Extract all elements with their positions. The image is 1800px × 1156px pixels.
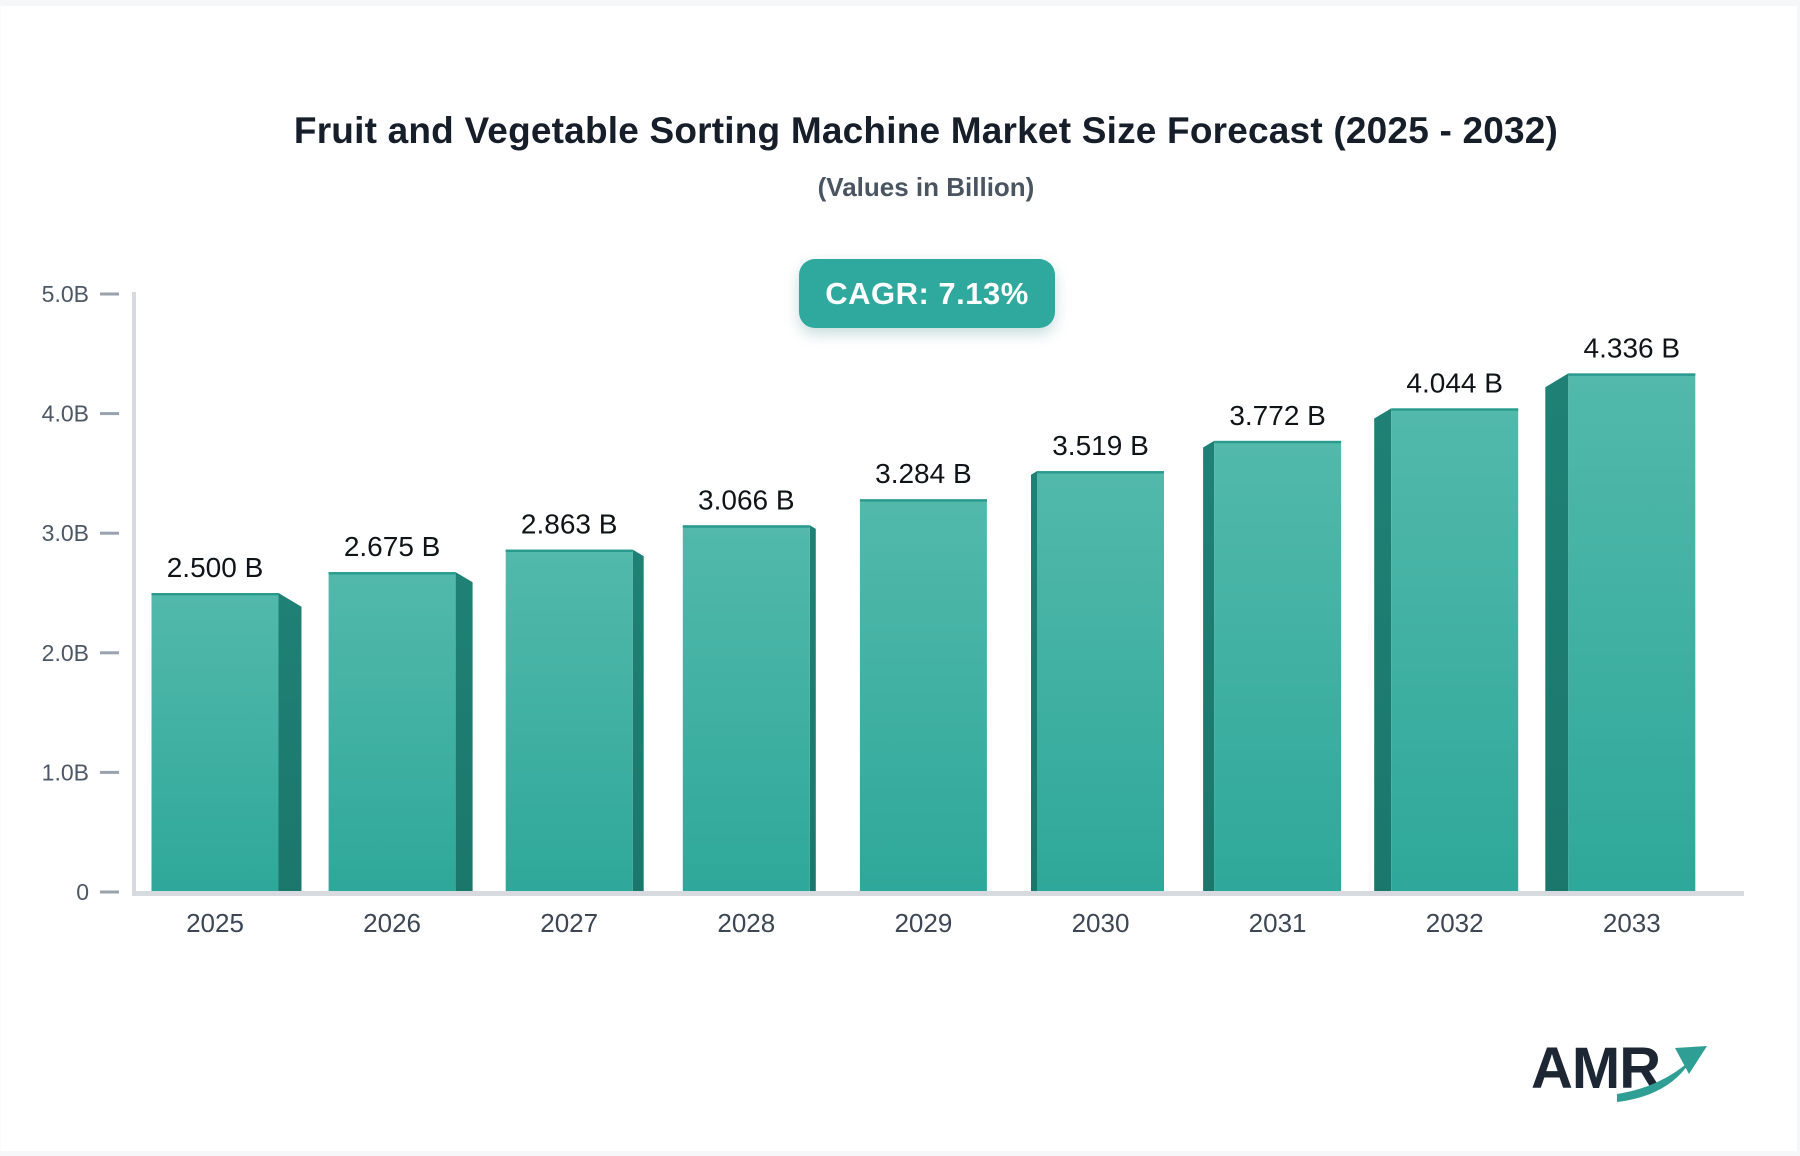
bar-value-label: 3.284 B bbox=[875, 458, 972, 489]
x-tick-label: 2029 bbox=[894, 908, 952, 938]
bar-front-face bbox=[682, 525, 810, 892]
x-tick-label: 2032 bbox=[1426, 908, 1484, 938]
x-tick-label: 2028 bbox=[717, 908, 775, 938]
y-tick-mark bbox=[100, 292, 119, 296]
y-tick-mark bbox=[100, 651, 119, 655]
bar-group-2027: 2.863 B 2027 bbox=[505, 509, 644, 938]
cagr-badge-label: CAGR: 7.13% bbox=[825, 275, 1029, 311]
bar-group-2026: 2.675 B 2026 bbox=[328, 531, 473, 938]
bar-chart: 2.500 B 2025 2.675 B 2026 2.863 B 2027 3.066 B… bbox=[42, 281, 1744, 938]
bar-value-label: 3.519 B bbox=[1052, 430, 1149, 461]
bar-value-label: 3.066 B bbox=[698, 484, 795, 515]
bar-side-face bbox=[1374, 408, 1392, 892]
bar-group-2032: 4.044 B 2032 bbox=[1374, 367, 1519, 938]
amr-logo-arrow-icon bbox=[1617, 1046, 1707, 1102]
chart-title: Fruit and Vegetable Sorting Machine Mark… bbox=[293, 110, 1559, 151]
bar-front-face bbox=[328, 572, 456, 892]
cagr-badge: CAGR: 7.13% bbox=[799, 259, 1055, 328]
x-tick-label: 2026 bbox=[363, 908, 421, 938]
y-tick-label: 4.0B bbox=[42, 401, 89, 427]
y-tick-label: 1.0B bbox=[42, 759, 89, 785]
bar-front-face bbox=[1214, 440, 1342, 892]
bar-side-face bbox=[1203, 440, 1215, 892]
x-axis-line bbox=[132, 891, 1744, 896]
amr-logo: AMR bbox=[1531, 1040, 1716, 1112]
bar-side-face bbox=[278, 593, 302, 892]
bar-side-face bbox=[632, 549, 644, 892]
y-tick-label: 2.0B bbox=[42, 640, 89, 666]
bar-value-label: 4.044 B bbox=[1406, 367, 1503, 398]
x-tick-label: 2033 bbox=[1603, 908, 1661, 938]
bar-value-label: 2.500 B bbox=[167, 552, 264, 583]
bar-group-2028: 3.066 B 2028 bbox=[682, 484, 816, 938]
bar-front-face bbox=[151, 593, 279, 892]
bar-value-label: 3.772 B bbox=[1229, 400, 1326, 431]
bar-value-label: 2.675 B bbox=[344, 531, 441, 562]
x-tick-label: 2031 bbox=[1249, 908, 1307, 938]
bar-front-face bbox=[1037, 471, 1164, 892]
bar-side-face bbox=[1545, 373, 1569, 892]
y-tick-label: 0 bbox=[76, 879, 89, 905]
y-axis-line bbox=[132, 292, 136, 895]
bar-front-face bbox=[859, 499, 987, 892]
x-tick-label: 2025 bbox=[186, 908, 244, 938]
y-tick-mark bbox=[100, 890, 119, 894]
bar-value-label: 2.863 B bbox=[521, 509, 618, 540]
bar-group-2030: 3.519 B 2030 bbox=[1031, 430, 1164, 938]
y-tick-label: 3.0B bbox=[42, 520, 89, 546]
x-tick-label: 2030 bbox=[1072, 908, 1130, 938]
bar-group-2025: 2.500 B 2025 bbox=[151, 552, 302, 938]
chart-subtitle: (Values in Billion) bbox=[817, 172, 1035, 202]
bar-front-face bbox=[1568, 373, 1696, 892]
bar-front-face bbox=[1391, 408, 1519, 892]
bar-group-2031: 3.772 B 2031 bbox=[1203, 400, 1342, 938]
bar-group-2029: 3.284 B 2029 bbox=[859, 458, 987, 938]
amr-logo-text: AMR bbox=[1531, 1036, 1661, 1101]
y-tick-label: 5.0B bbox=[42, 281, 89, 307]
x-tick-label: 2027 bbox=[540, 908, 598, 938]
bar-front-face bbox=[505, 549, 633, 892]
y-tick-mark bbox=[100, 531, 119, 535]
bar-side-face bbox=[1031, 471, 1037, 892]
bar-side-face bbox=[455, 572, 473, 892]
bar-value-label: 4.336 B bbox=[1584, 332, 1681, 363]
y-tick-mark bbox=[100, 412, 119, 416]
y-tick-mark bbox=[100, 770, 119, 774]
bar-group-2033: 4.336 B 2033 bbox=[1545, 332, 1696, 938]
bar-side-face bbox=[809, 525, 816, 892]
